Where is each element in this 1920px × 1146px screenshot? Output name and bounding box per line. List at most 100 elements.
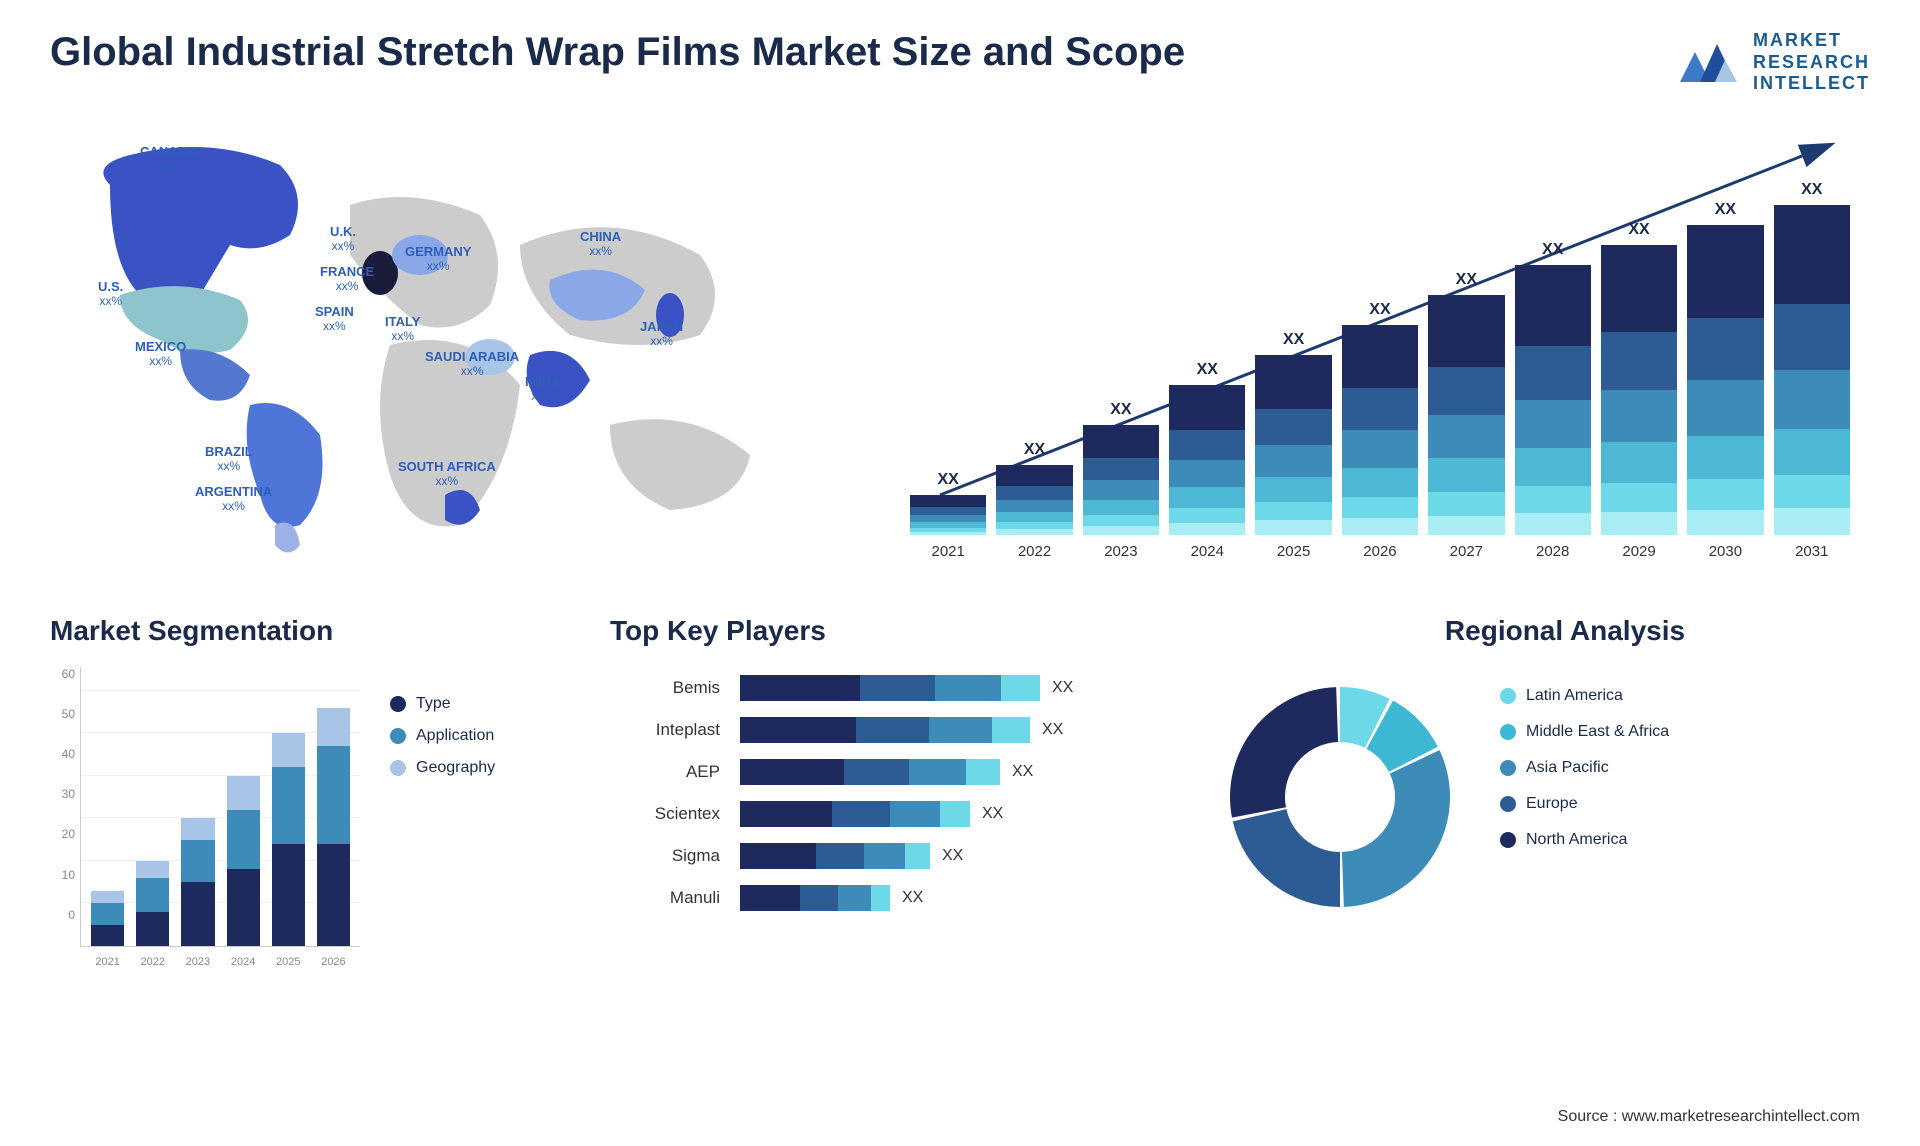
growth-x-label: 2023 xyxy=(1104,543,1137,560)
regional-panel: Regional Analysis Latin America Middle Ea… xyxy=(1210,615,1870,975)
player-label: Bemis xyxy=(610,667,720,709)
seg-bar: 2022 xyxy=(136,861,169,946)
regional-title: Regional Analysis xyxy=(1260,615,1870,647)
map-label-italy: ITALYxx% xyxy=(385,315,420,344)
lower-panels: Market Segmentation 6050403020100 202120… xyxy=(50,615,1870,975)
regional-legend-item: Asia Pacific xyxy=(1500,759,1669,777)
page-title: Global Industrial Stretch Wrap Films Mar… xyxy=(50,30,1185,75)
growth-x-label: 2031 xyxy=(1795,543,1828,560)
upper-panels: CANADAxx%U.S.xx%MEXICOxx%BRAZILxx%ARGENT… xyxy=(50,125,1870,565)
growth-value-label: XX xyxy=(1456,271,1477,289)
brand-logo: MARKET RESEARCH INTELLECT xyxy=(1675,30,1870,95)
seg-bar: 2021 xyxy=(91,891,124,946)
player-row: XX xyxy=(740,667,1170,709)
map-label-u-s-: U.S.xx% xyxy=(98,280,123,309)
growth-bar: 2024XX xyxy=(1169,385,1245,535)
donut-slice xyxy=(1233,809,1340,907)
map-label-argentina: ARGENTINAxx% xyxy=(195,485,272,514)
growth-x-label: 2022 xyxy=(1018,543,1051,560)
map-label-china: CHINAxx% xyxy=(580,230,621,259)
growth-x-label: 2024 xyxy=(1191,543,1224,560)
players-panel: Top Key Players BemisInteplastAEPSciente… xyxy=(610,615,1170,975)
growth-value-label: XX xyxy=(1197,361,1218,379)
growth-value-label: XX xyxy=(1542,241,1563,259)
regional-legend-item: Europe xyxy=(1500,795,1669,813)
segmentation-legend: Type Application Geography xyxy=(390,695,495,791)
growth-bar: 2025XX xyxy=(1255,355,1331,535)
growth-value-label: XX xyxy=(1024,441,1045,459)
growth-value-label: XX xyxy=(1110,401,1131,419)
growth-bar: 2021XX xyxy=(910,495,986,535)
growth-x-label: 2025 xyxy=(1277,543,1310,560)
seg-bar: 2026 xyxy=(317,708,350,946)
player-value: XX xyxy=(1052,679,1073,697)
growth-bar: 2029XX xyxy=(1601,245,1677,535)
player-label: Scientex xyxy=(610,793,720,835)
seg-legend-item: Application xyxy=(390,727,495,745)
growth-bar: 2022XX xyxy=(996,465,1072,535)
growth-x-label: 2028 xyxy=(1536,543,1569,560)
growth-x-label: 2021 xyxy=(931,543,964,560)
map-label-france: FRANCExx% xyxy=(320,265,374,294)
map-label-japan: JAPANxx% xyxy=(640,320,683,349)
growth-value-label: XX xyxy=(1283,331,1304,349)
donut-slice xyxy=(1230,687,1338,818)
regional-chart: Latin America Middle East & Africa Asia Pa… xyxy=(1210,667,1870,927)
growth-chart: 2021XX2022XX2023XX2024XX2025XX2026XX2027… xyxy=(910,125,1870,565)
seg-bar: 2023 xyxy=(181,818,214,946)
player-label: Inteplast xyxy=(610,709,720,751)
regional-legend-item: North America xyxy=(1500,831,1669,849)
growth-value-label: XX xyxy=(1628,221,1649,239)
player-row: XX xyxy=(740,709,1170,751)
player-row: XX xyxy=(740,793,1170,835)
player-value: XX xyxy=(942,847,963,865)
world-map: CANADAxx%U.S.xx%MEXICOxx%BRAZILxx%ARGENT… xyxy=(50,125,850,565)
player-label: AEP xyxy=(610,751,720,793)
map-label-germany: GERMANYxx% xyxy=(405,245,471,274)
growth-bar: 2023XX xyxy=(1083,425,1159,535)
growth-bar: 2030XX xyxy=(1687,225,1763,535)
regional-legend-item: Middle East & Africa xyxy=(1500,723,1669,741)
logo-text: MARKET RESEARCH INTELLECT xyxy=(1753,30,1870,95)
seg-bar: 2024 xyxy=(227,776,260,946)
player-row: XX xyxy=(740,877,1170,919)
source-text: Source : www.marketresearchintellect.com xyxy=(1558,1108,1860,1126)
players-chart: BemisInteplastAEPScientexSigmaManuli XXX… xyxy=(610,667,1170,919)
growth-value-label: XX xyxy=(1801,181,1822,199)
regional-legend: Latin America Middle East & Africa Asia Pa… xyxy=(1500,687,1669,867)
donut-svg xyxy=(1210,667,1470,927)
growth-value-label: XX xyxy=(1715,201,1736,219)
map-label-brazil: BRAZILxx% xyxy=(205,445,253,474)
map-label-south-africa: SOUTH AFRICAxx% xyxy=(398,460,496,489)
map-label-india: INDIAxx% xyxy=(525,375,560,404)
map-label-u-k-: U.K.xx% xyxy=(330,225,356,254)
donut-slice xyxy=(1342,750,1450,907)
players-title: Top Key Players xyxy=(610,615,1170,647)
map-label-canada: CANADAxx% xyxy=(140,145,196,174)
growth-value-label: XX xyxy=(938,471,959,489)
logo-icon xyxy=(1675,32,1745,92)
player-row: XX xyxy=(740,835,1170,877)
growth-bar: 2028XX xyxy=(1515,265,1591,535)
seg-legend-item: Type xyxy=(390,695,495,713)
regional-legend-item: Latin America xyxy=(1500,687,1669,705)
seg-bar: 2025 xyxy=(272,733,305,946)
player-row: XX xyxy=(740,751,1170,793)
growth-x-label: 2026 xyxy=(1363,543,1396,560)
map-label-spain: SPAINxx% xyxy=(315,305,354,334)
player-value: XX xyxy=(902,889,923,907)
player-value: XX xyxy=(1042,721,1063,739)
map-label-saudi-arabia: SAUDI ARABIAxx% xyxy=(425,350,519,379)
growth-x-label: 2029 xyxy=(1622,543,1655,560)
growth-bar: 2031XX xyxy=(1774,205,1850,535)
player-label: Sigma xyxy=(610,835,720,877)
segmentation-title: Market Segmentation xyxy=(50,615,570,647)
seg-legend-item: Geography xyxy=(390,759,495,777)
header: Global Industrial Stretch Wrap Films Mar… xyxy=(50,30,1870,95)
player-value: XX xyxy=(1012,763,1033,781)
growth-bar: 2027XX xyxy=(1428,295,1504,535)
growth-x-label: 2030 xyxy=(1709,543,1742,560)
segmentation-panel: Market Segmentation 6050403020100 202120… xyxy=(50,615,570,975)
growth-x-label: 2027 xyxy=(1450,543,1483,560)
growth-bar: 2026XX xyxy=(1342,325,1418,535)
